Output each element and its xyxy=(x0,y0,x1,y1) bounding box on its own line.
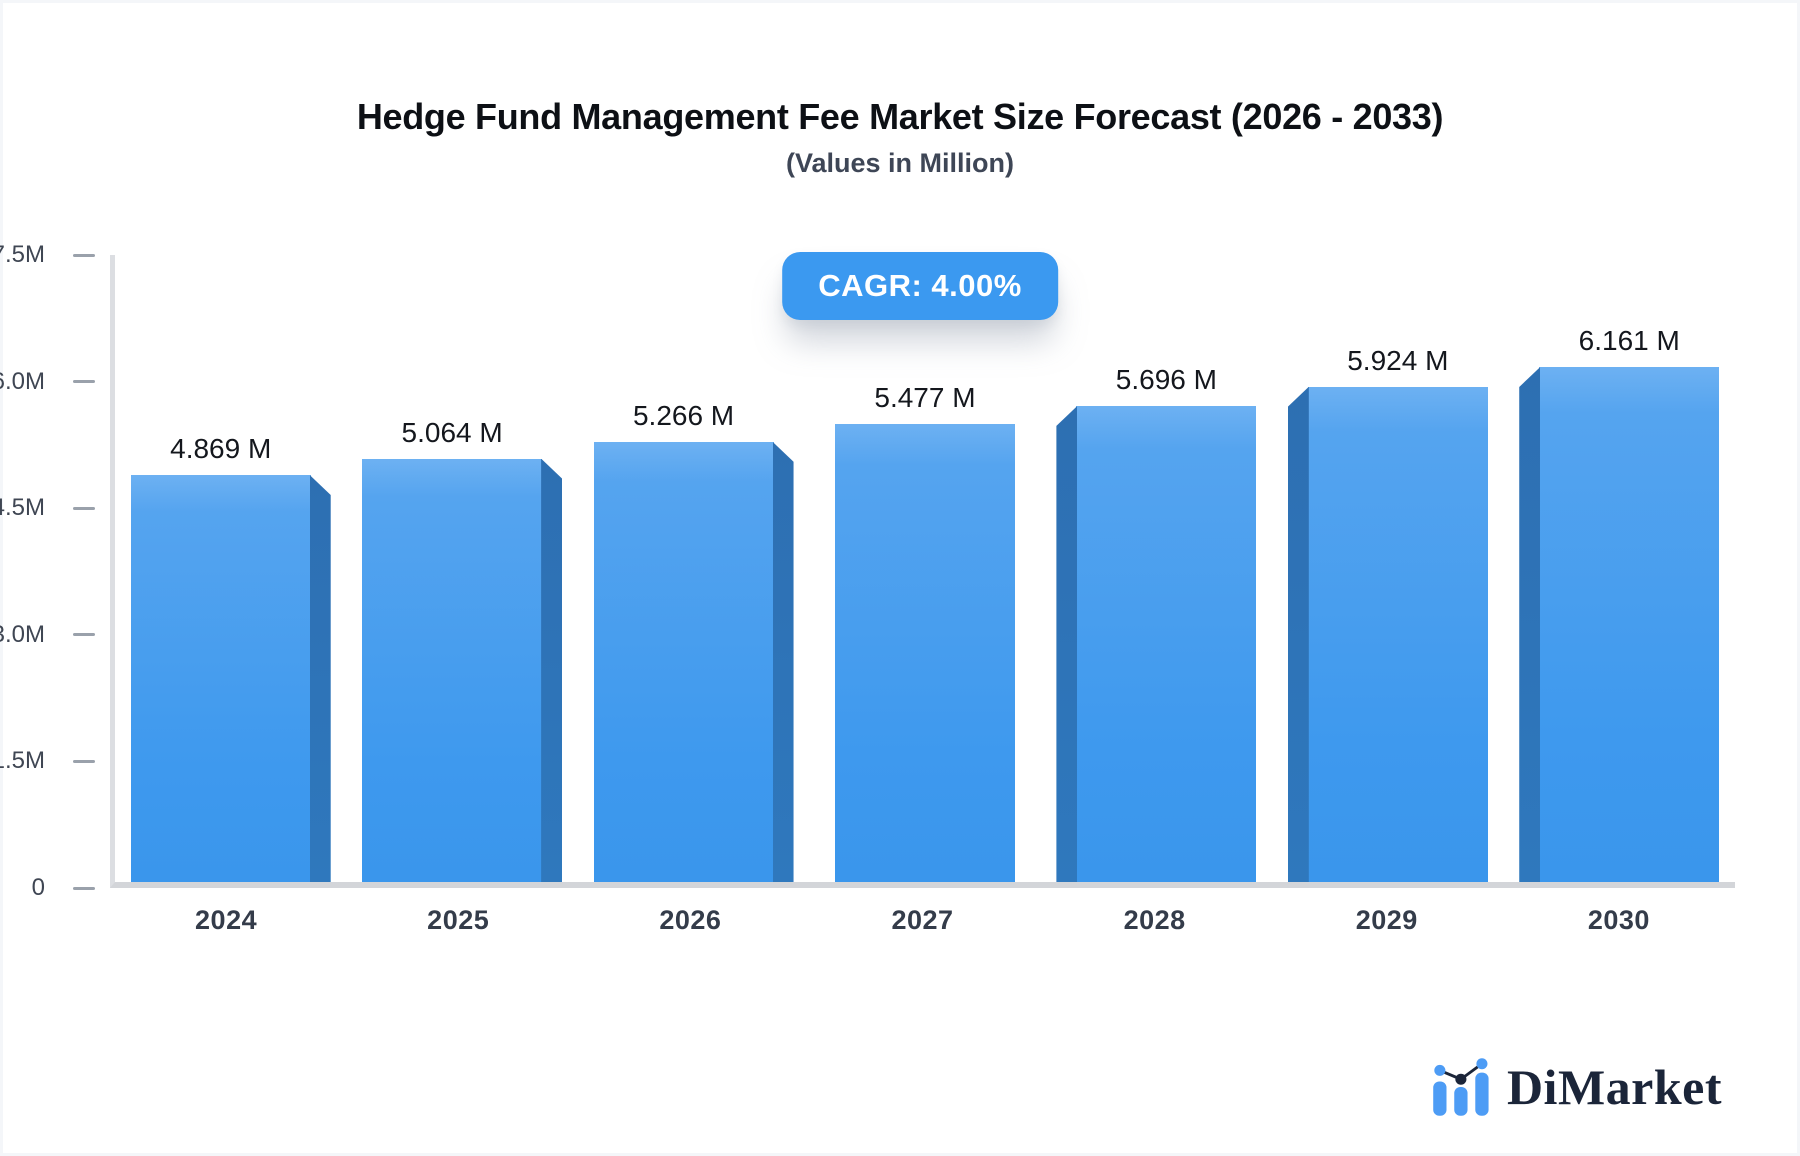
bar-group: 5.064 M xyxy=(346,255,577,882)
bar-value-label: 5.924 M xyxy=(1347,344,1449,376)
x-axis-label: 2025 xyxy=(427,905,490,935)
bar-chart: 7.5M 6.0M 4.5M 3.0M 1.5M 0 4.869 M 5.064… xyxy=(0,241,1735,935)
y-tick-label: 7.5M xyxy=(0,241,45,268)
bar-front-face xyxy=(1539,366,1720,882)
bar-side-face xyxy=(1287,386,1309,882)
bar-group: 4.869 M xyxy=(115,255,346,882)
y-tick-label: 4.5M xyxy=(0,494,45,522)
bar[interactable]: 4.869 M xyxy=(130,433,331,882)
y-tick-label: 6.0M xyxy=(0,367,45,395)
y-axis-tick: 0 xyxy=(0,874,95,902)
bar-group: 6.161 M xyxy=(1504,255,1735,882)
bar[interactable]: 5.924 M xyxy=(1287,345,1488,882)
x-axis-label: 2028 xyxy=(1123,905,1186,935)
chart-subtitle: (Values in Million) xyxy=(785,148,1015,178)
x-axis-label: 2030 xyxy=(1587,905,1650,935)
y-tick-label: 3.0M xyxy=(0,620,45,648)
bar-side-face xyxy=(309,474,331,882)
bar[interactable]: 6.161 M xyxy=(1519,325,1720,882)
tick-dash xyxy=(73,886,95,890)
bar-value-label: 5.696 M xyxy=(1115,363,1217,395)
tick-dash xyxy=(73,380,95,384)
bar-front-face xyxy=(834,424,1015,882)
bar-value-label: 6.161 M xyxy=(1578,324,1680,356)
y-axis-tick: 6.0M xyxy=(0,368,95,396)
chart-title: Hedge Fund Management Fee Market Size Fo… xyxy=(356,96,1444,137)
bar-group: 5.477 M xyxy=(809,255,1040,882)
x-axis-label: 2027 xyxy=(891,905,954,935)
cagr-badge: CAGR: 4.00% xyxy=(782,252,1058,320)
y-tick-label: 0 xyxy=(31,874,45,901)
brand-logo: DiMarket xyxy=(1431,1056,1722,1118)
tick-dash xyxy=(73,759,95,763)
y-tick-label: 1.5M xyxy=(0,747,45,775)
bar-value-label: 5.064 M xyxy=(401,416,503,448)
bar[interactable]: 5.477 M xyxy=(834,382,1015,882)
tick-dash xyxy=(73,253,95,257)
x-axis-label: 2026 xyxy=(659,905,722,935)
bar-value-label: 5.477 M xyxy=(874,382,976,414)
bar-group: 5.924 M xyxy=(1272,255,1503,882)
bar-group: 5.696 M xyxy=(1041,255,1272,882)
y-axis-tick: 7.5M xyxy=(0,241,95,269)
x-axis: 2024 2025 2026 2027 2028 2029 2030 xyxy=(110,905,1735,936)
brand-name: DiMarket xyxy=(1506,1059,1722,1115)
x-axis-label: 2024 xyxy=(195,905,258,935)
bar-front-face xyxy=(1076,405,1257,882)
x-axis-label: 2029 xyxy=(1355,905,1418,935)
bar-group: 5.266 M xyxy=(578,255,809,882)
bar-front-face xyxy=(1307,386,1488,882)
tick-dash xyxy=(73,633,95,637)
bar-front-face xyxy=(362,458,543,882)
bar-side-face xyxy=(541,458,563,882)
bar-chart-with-trendline-icon xyxy=(1433,1058,1489,1116)
y-axis-tick: 1.5M xyxy=(0,747,95,775)
bar-value-label: 4.869 M xyxy=(170,432,272,464)
bar[interactable]: 5.696 M xyxy=(1056,364,1257,882)
y-axis-tick: 4.5M xyxy=(0,494,95,522)
y-axis-tick: 3.0M xyxy=(0,621,95,649)
bar-value-label: 5.266 M xyxy=(632,399,735,431)
plot-area: 4.869 M 5.064 M 5.266 M xyxy=(110,255,1735,888)
bar-side-face xyxy=(1519,366,1541,882)
bar-front-face xyxy=(130,474,311,882)
bar-side-face xyxy=(772,441,794,882)
bar[interactable]: 5.064 M xyxy=(362,417,563,882)
bar[interactable]: 5.266 M xyxy=(593,400,794,882)
bar-front-face xyxy=(593,441,774,882)
tick-dash xyxy=(73,506,95,510)
bar-side-face xyxy=(1056,405,1078,882)
